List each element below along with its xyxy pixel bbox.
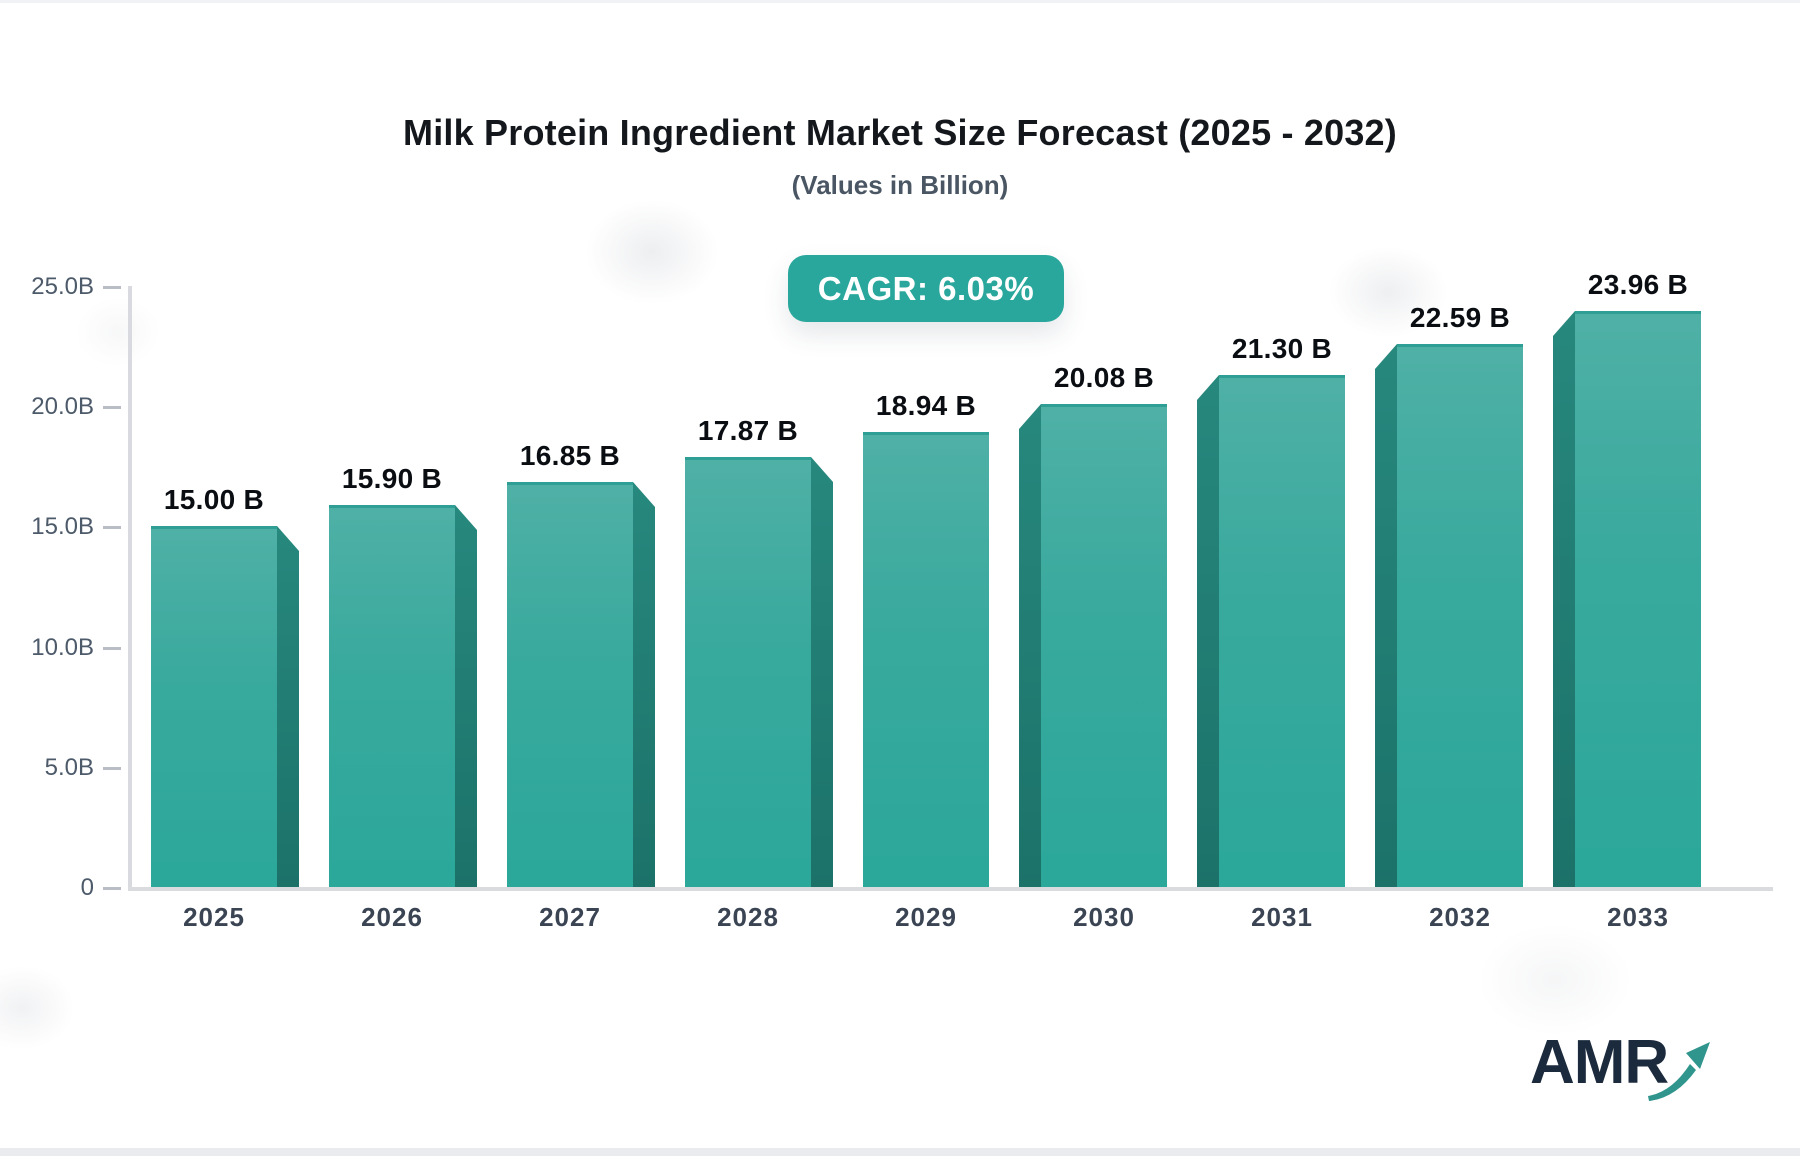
cagr-badge: CAGR: 6.03% <box>788 255 1064 322</box>
bar <box>151 526 277 887</box>
amr-logo: AMR <box>1530 1028 1760 1118</box>
y-tick-label: 15.0B <box>31 513 94 540</box>
bottom-border-strip <box>0 1148 1800 1156</box>
x-axis-label: 2033 <box>1607 902 1669 932</box>
y-tick-label: 20.0B <box>31 393 94 420</box>
chart-subtitle: (Values in Billion) <box>791 170 1009 200</box>
bar <box>863 432 989 887</box>
x-axis-label: 2025 <box>183 902 245 932</box>
bar-value-label: 16.85 B <box>519 440 621 471</box>
bar <box>1575 311 1701 887</box>
bar-value-label: 15.00 B <box>163 484 265 515</box>
y-tick-label: 25.0B <box>31 273 94 300</box>
bar-side-face <box>1019 404 1041 887</box>
bar-side-face <box>1553 311 1575 887</box>
bar <box>1219 375 1345 887</box>
bar-side-face <box>277 526 299 887</box>
growth-arrow-icon <box>1648 1042 1710 1101</box>
bar-side-face <box>811 457 833 887</box>
y-axis-line <box>128 286 132 889</box>
x-axis-label: 2030 <box>1073 902 1135 932</box>
bar-value-label: 20.08 B <box>1053 362 1155 393</box>
y-tick-dash <box>103 526 121 529</box>
amr-logo-text: AMR <box>1530 1028 1669 1097</box>
x-axis-label: 2031 <box>1251 902 1313 932</box>
bar <box>685 457 811 887</box>
x-axis-label: 2028 <box>717 902 779 932</box>
bar-side-face <box>1375 344 1397 887</box>
bar <box>1041 404 1167 887</box>
bar-value-label: 18.94 B <box>875 390 977 421</box>
top-border-strip <box>0 0 1800 3</box>
bar <box>1397 344 1523 887</box>
bar-value-label: 22.59 B <box>1409 302 1511 333</box>
y-tick-dash <box>103 286 121 289</box>
bar-value-label: 21.30 B <box>1231 333 1333 364</box>
y-tick-label: 10.0B <box>31 634 94 661</box>
x-axis-label: 2027 <box>539 902 601 932</box>
bar-value-label: 17.87 B <box>697 415 799 446</box>
bar <box>507 482 633 887</box>
x-axis-baseline <box>128 887 1773 891</box>
y-tick-dash <box>103 767 121 770</box>
bar-side-face <box>633 482 655 887</box>
y-tick-label: 0 <box>80 874 94 901</box>
bar <box>329 505 455 887</box>
cagr-badge-label: CAGR: 6.03% <box>817 269 1035 307</box>
chart-title: Milk Protein Ingredient Market Size Fore… <box>403 112 1397 153</box>
bar-side-face <box>455 505 477 887</box>
x-axis-label: 2032 <box>1429 902 1491 932</box>
y-tick-dash <box>103 647 121 650</box>
bar-value-label: 15.90 B <box>341 463 443 494</box>
x-axis-label: 2026 <box>361 902 423 932</box>
x-axis-label: 2029 <box>895 902 957 932</box>
bar-value-label: 23.96 B <box>1587 269 1689 300</box>
y-tick-dash <box>103 406 121 409</box>
y-tick-label: 5.0B <box>44 754 94 781</box>
y-tick-dash <box>103 887 121 890</box>
bar-side-face <box>1197 375 1219 887</box>
